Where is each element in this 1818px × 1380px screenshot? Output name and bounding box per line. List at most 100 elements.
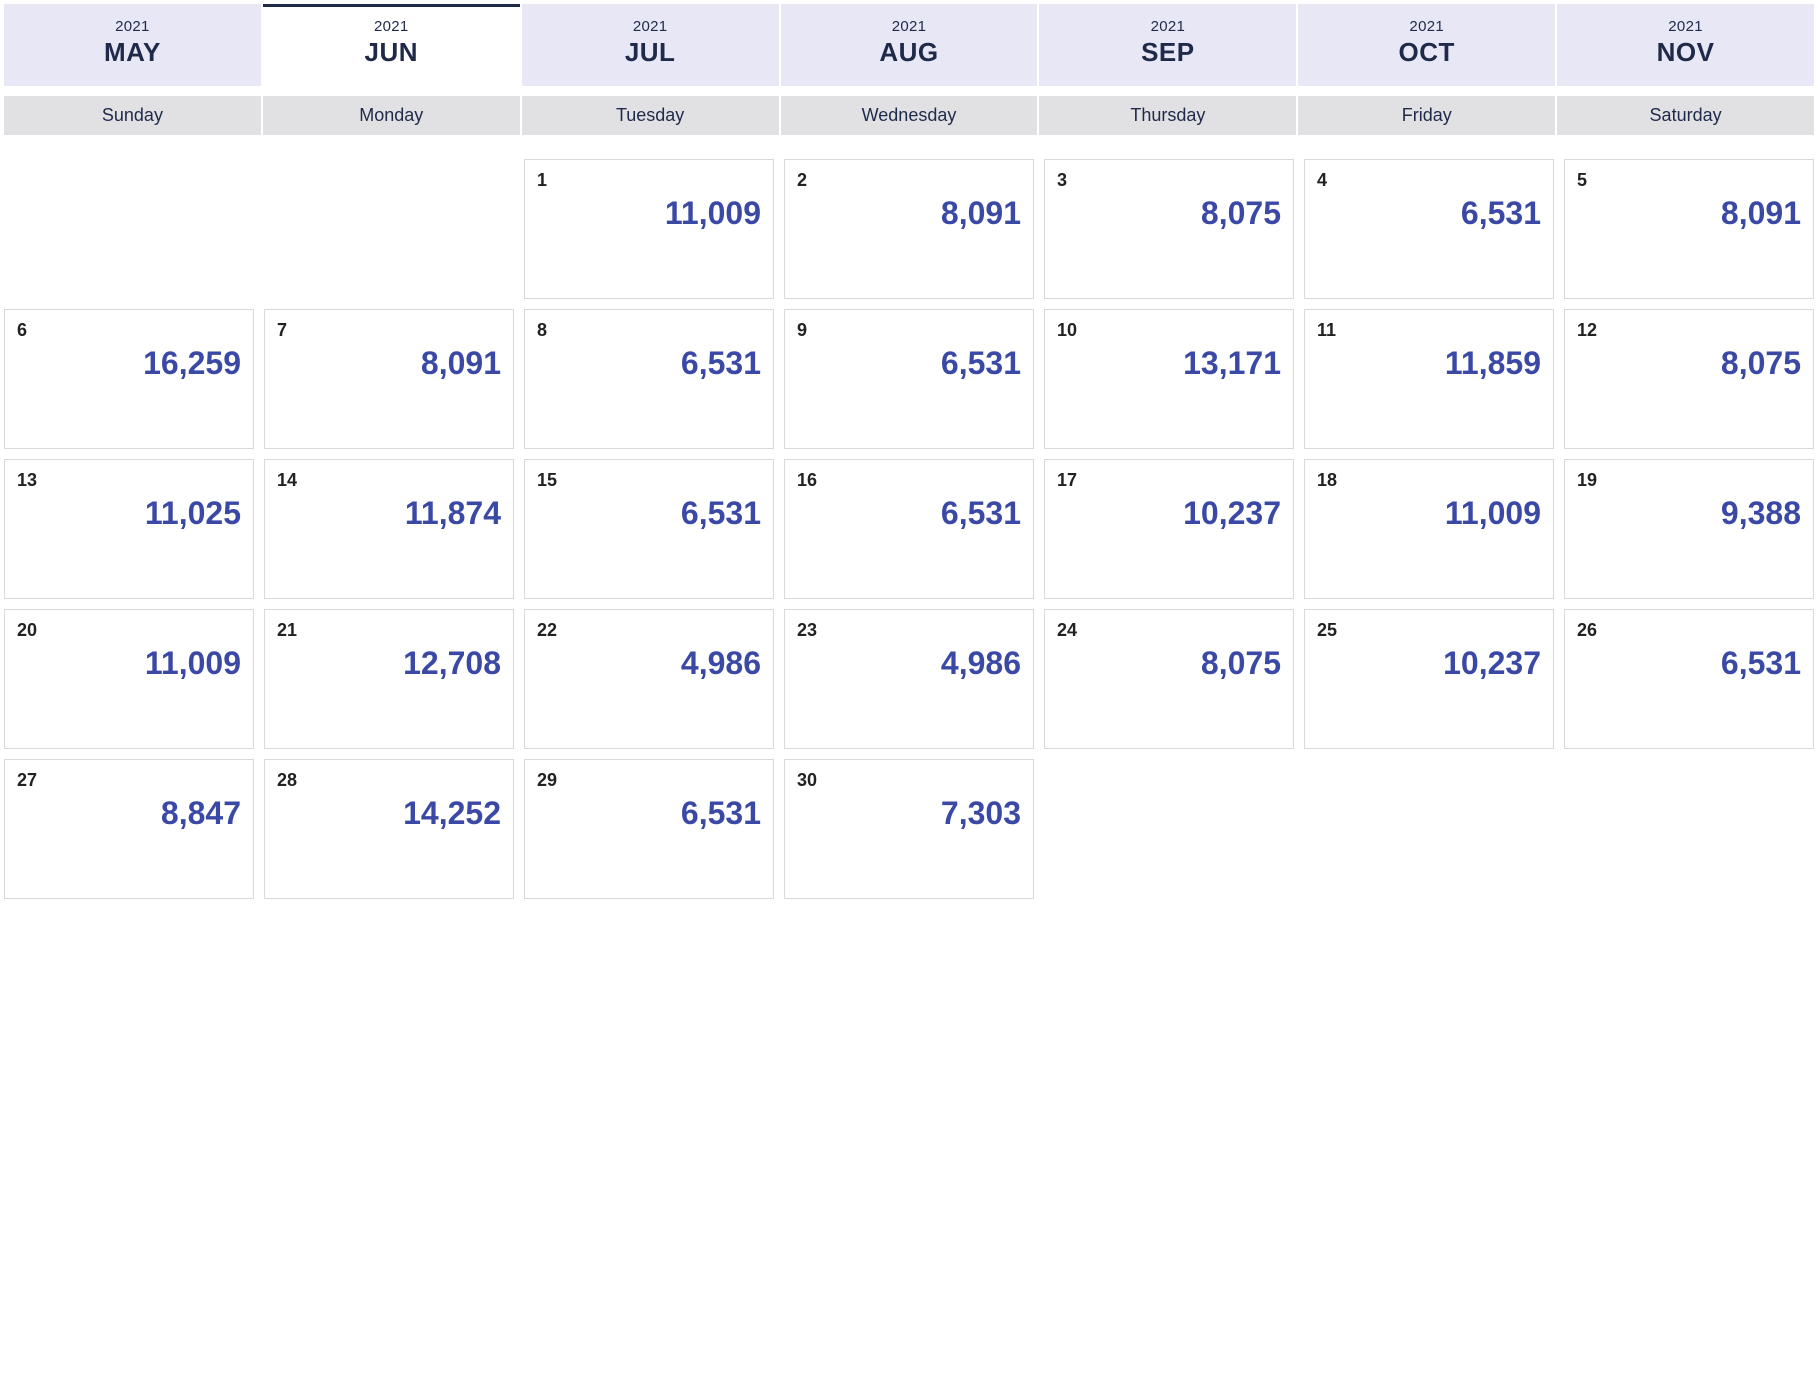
calendar-cell[interactable]: 28 14,252 [264,759,514,899]
day-number: 3 [1057,170,1287,191]
calendar-cell[interactable]: 307,303 [784,759,1034,899]
day-number: 17 [1057,470,1287,491]
day-value: 11,009 [17,645,247,682]
day-number: 14 [277,470,507,491]
day-value: 8,075 [1057,645,1287,682]
day-value: 4,986 [537,645,767,682]
day-value: 6,531 [1577,645,1807,682]
day-number: 15 [537,470,767,491]
day-value: 8,091 [797,195,1027,232]
weekday-header: Saturday [1557,96,1814,135]
calendar-cell[interactable]: 234,986 [784,609,1034,749]
calendar-cell[interactable]: 1811,009 [1304,459,1554,599]
day-value: 9,388 [1577,495,1807,532]
day-value: 12,708 [277,645,507,682]
calendar-cell[interactable]: 96,531 [784,309,1034,449]
calendar-cell[interactable]: 15 6,531 [524,459,774,599]
month-tab-year: 2021 [263,18,520,35]
day-number: 20 [17,620,247,641]
day-number: 28 [277,770,507,791]
calendar-cell[interactable]: 616,259 [4,309,254,449]
day-value: 6,531 [537,795,767,832]
weekday-header: Friday [1298,96,1555,135]
day-number: 13 [17,470,247,491]
weekday-header: Sunday [4,96,261,135]
day-value: 8,075 [1577,345,1807,382]
calendar-cell[interactable]: 3 8,075 [1044,159,1294,299]
month-tab-jun[interactable]: 2021 JUN [263,4,520,86]
day-number: 21 [277,620,507,641]
calendar-cell[interactable]: 1311,025 [4,459,254,599]
calendar-cell[interactable]: 166,531 [784,459,1034,599]
month-tab-year: 2021 [1557,18,1814,35]
calendar-cell[interactable]: 4 6,531 [1304,159,1554,299]
calendar-cell[interactable]: 27 8,847 [4,759,254,899]
month-tab-year: 2021 [1298,18,1555,35]
day-number: 10 [1057,320,1287,341]
calendar-cell[interactable]: 1111,859 [1304,309,1554,449]
day-number: 5 [1577,170,1807,191]
day-value: 8,847 [17,795,247,832]
month-tab-aug[interactable]: 2021 AUG [781,4,1038,86]
day-number: 30 [797,770,1027,791]
weekday-header: Monday [263,96,520,135]
day-value: 16,259 [17,345,247,382]
calendar-cell[interactable]: 1411,874 [264,459,514,599]
calendar-cell[interactable]: 8 6,531 [524,309,774,449]
day-number: 1 [537,170,767,191]
calendar-cell[interactable]: 78,091 [264,309,514,449]
day-number: 8 [537,320,767,341]
calendar-cell[interactable]: 28,091 [784,159,1034,299]
calendar-cell[interactable]: 20 11,009 [4,609,254,749]
month-tab-label: MAY [4,37,261,68]
calendar-cell[interactable]: 12 8,075 [1564,309,1814,449]
day-value: 11,009 [537,195,767,232]
day-value: 11,859 [1317,345,1547,382]
month-tab-jul[interactable]: 2021JUL [522,4,779,86]
calendar-cell[interactable]: 21 12,708 [264,609,514,749]
calendar-cell[interactable]: 1 11,009 [524,159,774,299]
day-value: 14,252 [277,795,507,832]
day-value: 6,531 [797,495,1027,532]
day-number: 25 [1317,620,1547,641]
day-value: 13,171 [1057,345,1287,382]
month-tab-label: JUN [263,37,520,68]
day-value: 6,531 [537,345,767,382]
month-tab-may[interactable]: 2021 MAY [4,4,261,86]
calendar-cell[interactable]: 266,531 [1564,609,1814,749]
day-value: 6,531 [537,495,767,532]
day-number: 23 [797,620,1027,641]
calendar-cell[interactable]: 2510,237 [1304,609,1554,749]
day-number: 4 [1317,170,1547,191]
day-number: 18 [1317,470,1547,491]
month-tabs: 2021MAY2021JUN2021JUL2021AUG2021SEP2021O… [4,4,1814,86]
weekday-header: Tuesday [522,96,779,135]
day-number: 27 [17,770,247,791]
month-tab-oct[interactable]: 2021 OCT [1298,4,1555,86]
month-tab-label: AUG [781,37,1038,68]
calendar-cell[interactable]: 17 10,237 [1044,459,1294,599]
calendar-cell[interactable]: 22 4,986 [524,609,774,749]
calendar-cell[interactable]: 199,388 [1564,459,1814,599]
calendar-cell[interactable]: 248,075 [1044,609,1294,749]
month-tab-year: 2021 [4,18,261,35]
day-number: 22 [537,620,767,641]
day-value: 8,075 [1057,195,1287,232]
month-tab-year: 2021 [522,18,779,35]
calendar-cell[interactable]: 10 13,171 [1044,309,1294,449]
calendar-cell[interactable]: 29 6,531 [524,759,774,899]
day-number: 29 [537,770,767,791]
month-tab-label: SEP [1039,37,1296,68]
day-value: 10,237 [1057,495,1287,532]
month-tab-year: 2021 [781,18,1038,35]
month-tab-nov[interactable]: 2021NOV [1557,4,1814,86]
day-value: 6,531 [1317,195,1547,232]
calendar-cell-empty [264,159,514,299]
day-number: 12 [1577,320,1807,341]
weekday-header-row: SundayMondayTuesdayWednesdayThursdayFrid… [4,96,1814,135]
month-tab-label: OCT [1298,37,1555,68]
calendar-cell[interactable]: 5 8,091 [1564,159,1814,299]
month-tab-year: 2021 [1039,18,1296,35]
day-value: 8,091 [1577,195,1807,232]
month-tab-sep[interactable]: 2021 SEP [1039,4,1296,86]
